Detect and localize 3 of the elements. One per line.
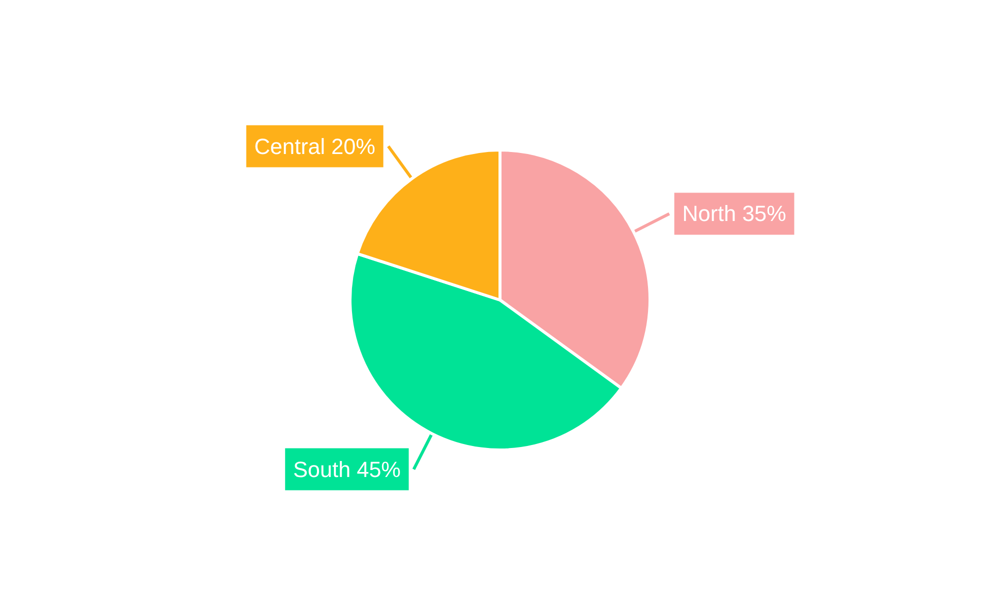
slice-label: South 45% xyxy=(293,456,401,482)
slice-label: North 35% xyxy=(682,201,786,226)
slice-label: Central 20% xyxy=(254,134,376,159)
